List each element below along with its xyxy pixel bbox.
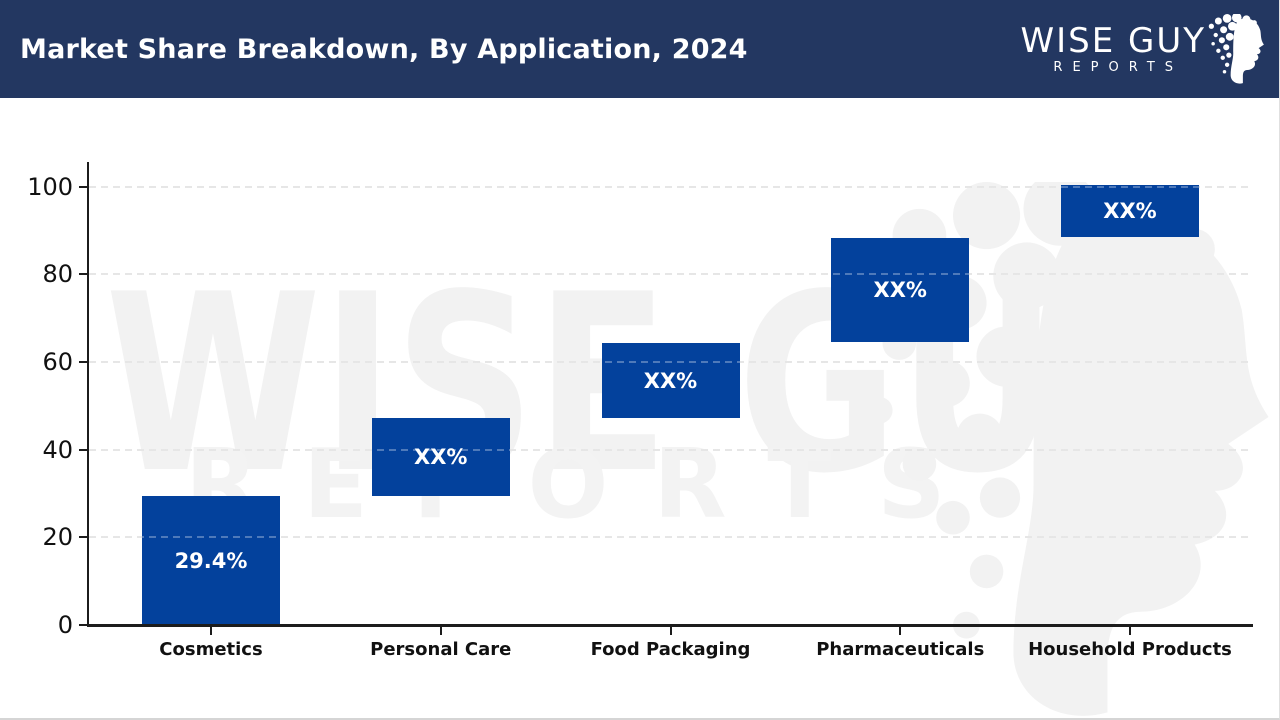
y-tick-label: 100 [27, 172, 73, 201]
y-tickmark [79, 273, 87, 276]
x-category-label: Household Products [1028, 639, 1232, 660]
y-tickmark [79, 624, 87, 626]
bar-value-label: XX% [873, 277, 927, 302]
y-tick-label: 20 [42, 523, 73, 552]
gridline [89, 536, 1253, 539]
bar-segment: 29.4% [142, 496, 280, 625]
header-bar: Market Share Breakdown, By Application, … [0, 0, 1279, 98]
bar-segment: XX% [831, 237, 970, 342]
logo-wordmark: WISE GUY [1020, 21, 1206, 61]
gridline [89, 273, 1253, 276]
gridline-overlay [89, 448, 1253, 451]
y-tickmark [79, 185, 87, 188]
gridline-overlay [89, 273, 1253, 276]
y-axis-line [87, 162, 89, 625]
wiseguy-head-icon [1208, 14, 1264, 84]
bar-value-label: 29.4% [174, 548, 248, 573]
x-category-label: Personal Care [370, 639, 512, 660]
logo-text: WISE GUY REPORTS [1020, 24, 1206, 74]
bar-segment: XX% [371, 418, 510, 497]
y-tickmark [79, 360, 87, 363]
page-title: Market Share Breakdown, By Application, … [20, 33, 748, 65]
gridline-overlay [89, 360, 1253, 363]
bar-value-label: XX% [643, 368, 698, 393]
y-tickmark [79, 536, 87, 539]
x-tickmark [1129, 627, 1131, 635]
gridline-overlay [89, 185, 1253, 188]
y-tick-label: 40 [42, 435, 73, 464]
x-axis-line [87, 624, 1253, 627]
x-tickmark [899, 627, 902, 635]
bar-value-label: XX% [1103, 199, 1157, 224]
logo-subtitle: REPORTS [1053, 60, 1184, 75]
x-tickmark [669, 627, 672, 635]
y-tick-label: 0 [57, 611, 73, 639]
bar-value-label: XX% [414, 445, 468, 470]
x-category-label: Pharmaceuticals [816, 639, 985, 660]
bar-segment: XX% [601, 342, 740, 419]
x-category-label: Cosmetics [159, 639, 263, 660]
x-category-label: Food Packaging [590, 639, 751, 660]
y-tickmark [79, 448, 87, 451]
gridline [89, 448, 1253, 451]
gridline-overlay [89, 536, 1253, 539]
y-tick-label: 60 [42, 347, 73, 376]
wiseguy-logo: WISE GUY REPORTS [1020, 14, 1266, 84]
gridline [89, 185, 1253, 188]
x-tickmark [210, 627, 212, 635]
y-tick-label: 80 [42, 260, 73, 289]
x-tickmark [439, 627, 442, 635]
bar-segment: XX% [1061, 185, 1199, 238]
